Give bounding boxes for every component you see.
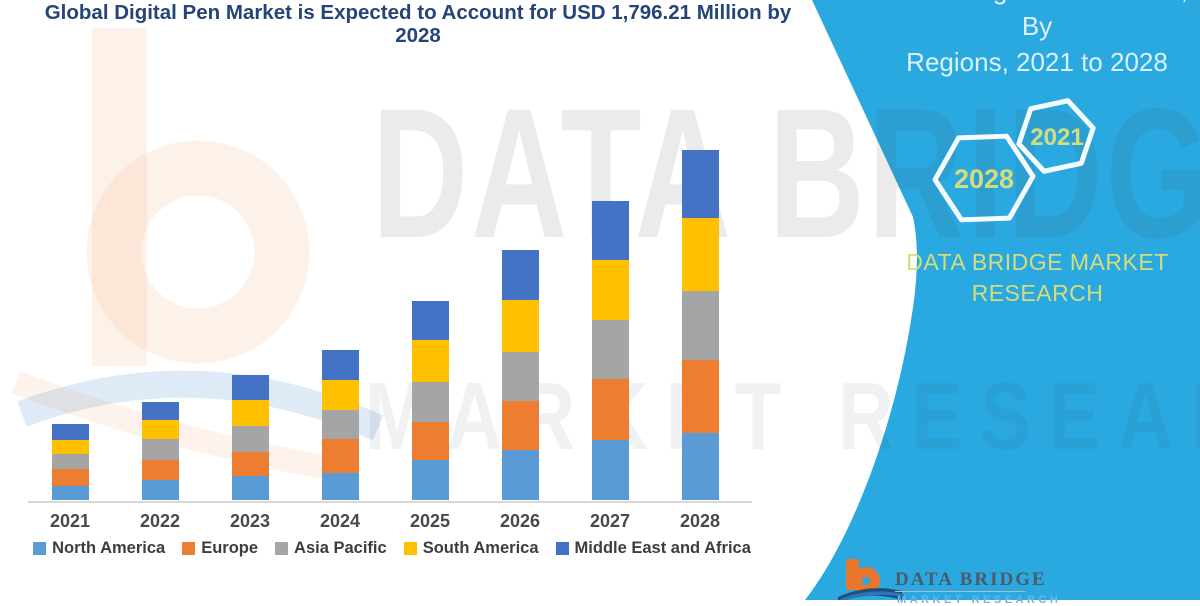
bar-segment-north-america [321,473,359,500]
bar-segment-south-america [591,260,629,321]
x-axis-label-2025: 2025 [409,511,451,531]
bar-segment-europe [591,379,629,440]
stacked-bar-2021 [51,424,89,500]
bar-segment-south-america [51,440,89,455]
x-axis-line [28,501,752,503]
legend-swatch-icon [33,542,47,555]
chart-title: Global Digital Pen Market is Expected to… [8,1,828,47]
side-panel-title: Global Digital Pen Market, By Regions, 2… [878,0,1196,80]
legend-label: South America [422,539,539,557]
bar-segment-south-america [501,300,539,353]
x-axis-label-2028: 2028 [679,511,721,531]
legend-swatch-icon [275,542,289,555]
legend-item-asia-pacific: Asia Pacific [275,539,387,558]
legend-swatch-icon [182,542,196,555]
legend-label: Asia Pacific [294,539,387,557]
brand-text-line2: RESEARCH [971,280,1104,306]
x-axis-label-2022: 2022 [139,511,181,531]
bar-segment-south-america [321,380,359,411]
bar-segment-asia-pacific [321,410,359,440]
svg-text:2021: 2021 [1030,124,1083,151]
bar-segment-middle-east-and-africa [141,401,179,420]
hexagon-2021: 2021 [1016,98,1096,174]
bar-segment-middle-east-and-africa [411,301,449,340]
legend-label: Europe [201,539,259,557]
legend-item-europe: Europe [182,539,258,558]
bar-segment-middle-east-and-africa [231,375,269,400]
x-axis-label-2021: 2021 [49,511,91,531]
bar-segment-europe [411,421,449,461]
footer-logo-divider [895,591,1025,592]
bar-segment-europe [501,401,539,450]
chart-title-line2: 2028 [395,24,441,47]
bar-segment-europe [51,468,89,486]
bar-segment-middle-east-and-africa [501,250,539,301]
legend-swatch-icon [403,542,417,555]
bar-segment-south-america [681,218,719,291]
bar-segment-europe [321,439,359,474]
bar-segment-asia-pacific [141,439,179,460]
bar-segment-north-america [411,460,449,500]
year-hexagons: 2028 2021 [932,98,1096,223]
bar-segment-asia-pacific [231,425,269,453]
x-axis-label-2023: 2023 [229,511,271,531]
bar-segment-south-america [231,399,269,426]
stacked-bar-2025 [411,301,449,500]
legend-label: Middle East and Africa [574,539,751,557]
hexagon-2028: 2028 [932,133,1036,223]
chart-title-line1: Global Digital Pen Market is Expected to… [44,1,792,24]
bar-segment-asia-pacific [591,320,629,380]
bar-segment-asia-pacific [681,290,719,361]
bar-segment-asia-pacific [501,352,539,402]
bar-segment-south-america [141,419,179,440]
stacked-bar-2022 [141,401,179,500]
bar-segment-north-america [231,475,269,500]
bar-segment-north-america [501,449,539,500]
x-axis-label-2026: 2026 [499,511,541,531]
x-axis-label-2024: 2024 [319,511,361,531]
stacked-bar-2024 [321,350,359,500]
legend-label: North America [52,539,166,557]
bar-segment-europe [141,459,179,480]
bar-segment-asia-pacific [411,381,449,422]
legend-swatch-icon [555,542,569,555]
stacked-bar-2028 [681,150,719,500]
footer-logo-subtitle: MARKET RESEARCH [897,594,1062,606]
svg-text:2028: 2028 [954,164,1014,194]
brand-text-line1: DATA BRIDGE MARKET [906,249,1169,275]
legend-item-middle-east-and-africa: Middle East and Africa [555,539,751,558]
bar-segment-north-america [141,479,179,500]
bar-segment-europe [681,360,719,433]
legend-item-south-america: South America [403,539,539,558]
chart-legend: North America Europe Asia Pacific South Ame… [0,539,784,558]
bar-segment-north-america [591,440,629,500]
bar-segment-north-america [681,432,719,500]
databridge-logo-icon [838,559,904,600]
bar-segment-asia-pacific [51,454,89,469]
stacked-bar-chart: 2021 2022 2023 2024 2025 2026 2027 2028 [28,150,752,531]
side-panel-title-line2: Regions, 2021 to 2028 [906,47,1168,77]
stacked-bar-2026 [501,250,539,500]
bar-segment-middle-east-and-africa [681,150,719,219]
legend-item-north-america: North America [33,539,165,558]
side-panel-brand-text: DATA BRIDGE MARKET RESEARCH [880,247,1195,309]
bar-segment-south-america [411,339,449,382]
footer-logo-name: DATA BRIDGE [895,569,1047,590]
bar-segment-middle-east-and-africa [321,350,359,381]
stacked-bar-2027 [591,200,629,500]
side-panel-title-line1: Global Digital Pen Market, By [886,0,1188,41]
stacked-bar-2023 [231,375,269,500]
bar-segment-north-america [51,486,89,500]
bar-segment-middle-east-and-africa [51,424,89,441]
bar-segment-europe [231,452,269,476]
x-axis-label-2027: 2027 [589,511,631,531]
bar-segment-middle-east-and-africa [591,200,629,261]
